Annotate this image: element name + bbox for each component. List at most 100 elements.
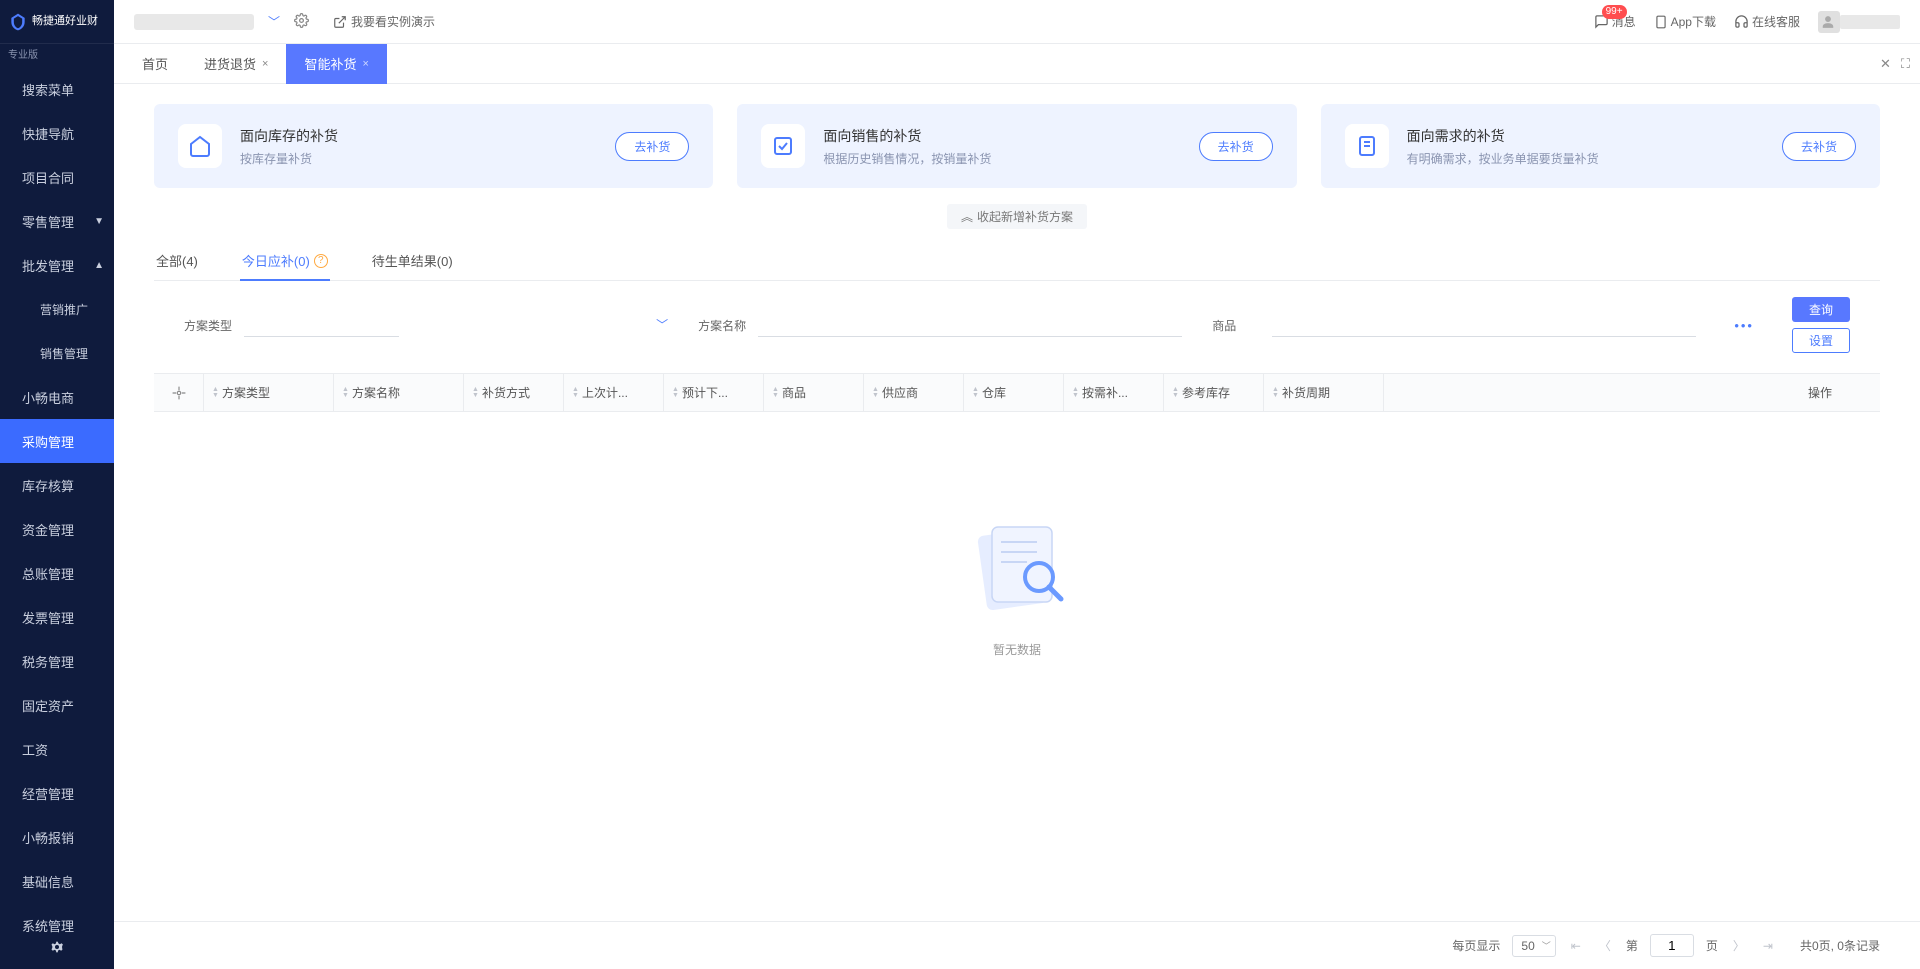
sidebar-item[interactable]: 销售管理 [0,331,114,375]
replenish-button[interactable]: 去补货 [1782,132,1856,161]
sidebar-item[interactable]: 快捷导航 [0,111,114,155]
table-column-header[interactable]: ▲▼方案名称 [334,374,464,411]
more-filters-button[interactable]: ••• [1726,318,1762,333]
org-settings-icon[interactable] [294,13,309,31]
sidebar-item[interactable]: 批发管理▲ [0,243,114,287]
sidebar-item[interactable]: 基础信息 [0,859,114,903]
page-prefix: 第 [1626,937,1638,954]
filter-type-select[interactable] [244,314,399,337]
messages-badge: 99+ [1602,5,1627,19]
column-label: 参考库存 [1182,384,1230,401]
table-column-header[interactable]: ▲▼预计下... [664,374,764,411]
org-selector[interactable]: ﹀ [134,13,294,30]
empty-state: 暂无数据 [154,412,1880,758]
filter-tab[interactable]: 待生单结果(0) [370,241,455,280]
chevron-down-icon: ﹀ [656,316,668,333]
page-next-icon[interactable]: 〉 [1730,937,1748,954]
column-label: 仓库 [982,384,1006,401]
sidebar-item[interactable]: 零售管理▼ [0,199,114,243]
brand-name: 畅捷通好业财 [32,15,98,28]
sidebar-item[interactable]: 库存核算 [0,463,114,507]
sort-icon[interactable]: ▲▼ [1072,387,1079,399]
column-label: 补货方式 [482,384,530,401]
page-last-icon[interactable]: ⇥ [1760,939,1776,953]
close-tabs-icon[interactable]: ✕ [1880,56,1891,72]
main-area: ﹀ 我要看实例演示 99+ 消息 App下载 在线客服 [114,0,1920,969]
table-column-header[interactable]: ▲▼补货周期 [1264,374,1384,411]
table-column-header[interactable]: ▲▼商品 [764,374,864,411]
sort-icon[interactable]: ▲▼ [1172,387,1179,399]
per-page-select[interactable]: 50 [1512,935,1555,957]
service-button[interactable]: 在线客服 [1734,13,1800,30]
filter-tab[interactable]: 全部(4) [154,241,200,280]
table-column-header[interactable]: ▲▼供应商 [864,374,964,411]
chevron-icon: ▲ [94,260,104,271]
demo-link[interactable]: 我要看实例演示 [333,13,435,30]
card-title: 面向销售的补货 [823,126,1198,146]
sidebar-item[interactable]: 发票管理 [0,595,114,639]
sidebar-item[interactable]: 经营管理 [0,771,114,815]
card-icon [761,124,805,168]
sidebar-settings-icon[interactable] [0,925,114,969]
sort-icon[interactable]: ▲▼ [342,387,349,399]
filter-tab[interactable]: 今日应补(0)? [240,241,330,280]
sidebar-item[interactable]: 小畅电商 [0,375,114,419]
table-column-header[interactable]: ▲▼按需补... [1064,374,1164,411]
filter-bar: 方案类型 ﹀ 方案名称 商品 ••• 查询 设置 [154,297,1880,353]
sidebar-item[interactable]: 总账管理 [0,551,114,595]
messages-button[interactable]: 99+ 消息 [1594,13,1636,30]
page-tab[interactable]: 智能补货× [286,44,386,84]
collapse-bar: ︽ 收起新增补货方案 [154,204,1880,229]
page-prev-icon[interactable]: 〈 [1596,937,1614,954]
service-label: 在线客服 [1752,13,1800,30]
sidebar-item[interactable]: 营销推广 [0,287,114,331]
close-icon[interactable]: × [362,58,368,70]
avatar-icon [1818,11,1840,33]
query-button[interactable]: 查询 [1792,297,1850,322]
replenish-button[interactable]: 去补货 [615,132,689,161]
filter-name-input[interactable] [758,314,1182,337]
sort-icon[interactable]: ▲▼ [872,387,879,399]
sort-icon[interactable]: ▲▼ [572,387,579,399]
table-column-header[interactable]: ▲▼补货方式 [464,374,564,411]
replenish-button[interactable]: 去补货 [1199,132,1273,161]
tab-actions: ✕ ⛶ [1880,56,1910,72]
page-input[interactable] [1650,934,1694,957]
table-column-header[interactable]: ▲▼仓库 [964,374,1064,411]
sidebar-item[interactable]: 固定资产 [0,683,114,727]
sidebar-item[interactable]: 税务管理 [0,639,114,683]
collapse-button[interactable]: ︽ 收起新增补货方案 [947,204,1087,229]
topbar-right: 99+ 消息 App下载 在线客服 [1594,11,1900,33]
sidebar-item[interactable]: 工资 [0,727,114,771]
page-first-icon[interactable]: ⇤ [1568,939,1584,953]
settings-button[interactable]: 设置 [1792,328,1850,353]
scheme-cards: 面向库存的补货按库存量补货去补货面向销售的补货根据历史销售情况，按销量补货去补货… [154,104,1880,188]
table-settings-icon[interactable] [154,374,204,411]
sort-icon[interactable]: ▲▼ [672,387,679,399]
page-tab[interactable]: 首页 [124,44,186,84]
sort-icon[interactable]: ▲▼ [772,387,779,399]
table-column-header[interactable]: ▲▼方案类型 [204,374,334,411]
filter-type-group: 方案类型 ﹀ [184,314,668,337]
app-download-button[interactable]: App下载 [1654,13,1716,30]
help-icon[interactable]: ? [314,254,328,268]
table-column-header[interactable]: ▲▼参考库存 [1164,374,1264,411]
sidebar-item[interactable]: 采购管理 [0,419,114,463]
table-column-header[interactable]: ▲▼上次计... [564,374,664,411]
card-icon [178,124,222,168]
sidebar-item[interactable]: 项目合同 [0,155,114,199]
sort-icon[interactable]: ▲▼ [472,387,479,399]
filter-goods-input[interactable] [1272,314,1696,337]
sidebar-item[interactable]: 资金管理 [0,507,114,551]
sort-icon[interactable]: ▲▼ [212,387,219,399]
sort-icon[interactable]: ▲▼ [1272,387,1279,399]
sidebar-item[interactable]: 小畅报销 [0,815,114,859]
fullscreen-icon[interactable]: ⛶ [1901,56,1910,72]
sidebar-item[interactable]: 搜索菜单 [0,67,114,111]
sort-icon[interactable]: ▲▼ [972,387,979,399]
filter-type-label: 方案类型 [184,317,244,334]
close-icon[interactable]: × [262,58,268,70]
user-menu[interactable] [1818,11,1900,33]
filter-buttons: 查询 设置 [1792,297,1850,353]
page-tab[interactable]: 进货退货× [186,44,286,84]
